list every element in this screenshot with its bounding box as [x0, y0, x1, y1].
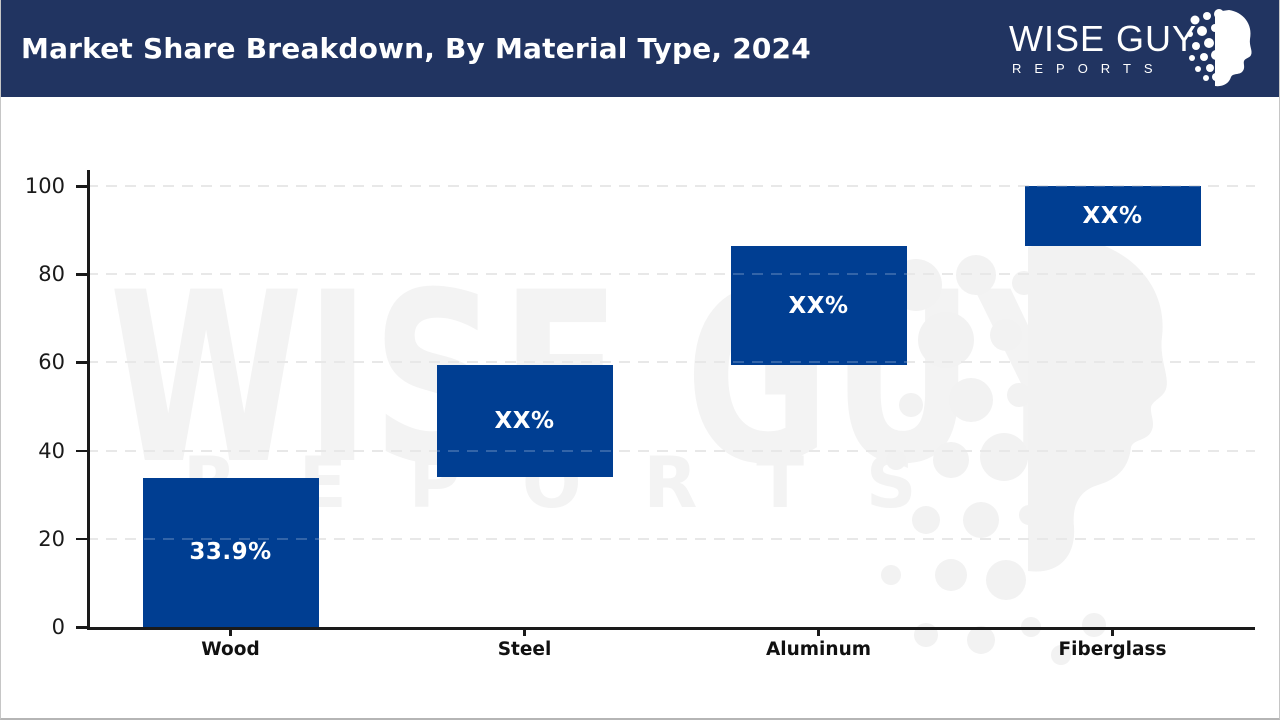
y-axis [87, 170, 90, 630]
gridline-100 [87, 185, 1255, 187]
gridline-over-20 [87, 537, 1255, 540]
chart-title: Market Share Breakdown, By Material Type… [21, 32, 811, 65]
x-tick-fiberglass [1111, 627, 1114, 636]
bar-fiberglass: XX% [1024, 186, 1201, 246]
wiseguy-logo: WISE GUY REPORTS [1008, 8, 1255, 89]
logo-subtext: REPORTS [1011, 61, 1166, 76]
bar-steel: XX% [436, 365, 613, 478]
y-tick-label-0: 0 [51, 615, 65, 639]
header-bar: Market Share Breakdown, By Material Type… [1, 0, 1279, 97]
gridline-over-80 [87, 273, 1255, 276]
category-label-steel: Steel [497, 639, 552, 660]
y-tick-60 [76, 361, 87, 364]
category-label-wood: Wood [201, 639, 260, 660]
gridline-over-60 [87, 361, 1255, 364]
gridline-60 [87, 361, 1255, 364]
y-tick-40 [76, 449, 87, 453]
bar-value-label: XX% [494, 408, 555, 435]
y-tick-label-40: 40 [38, 438, 65, 463]
chart-area: WISE GUY REPORTS 33.9% XX% XX% XX% 0 20 40 60 80… [1, 97, 1279, 718]
bar-wood: 33.9% [142, 477, 319, 627]
gridline-40 [87, 449, 1255, 452]
y-tick-label-60: 60 [38, 350, 65, 375]
x-tick-aluminum [817, 627, 820, 636]
category-label-fiberglass: Fiberglass [1058, 639, 1167, 660]
bar-aluminum: XX% [730, 245, 907, 366]
gridline-80 [87, 273, 1255, 276]
y-tick-label-100: 100 [24, 174, 65, 198]
gridline-over-100 [87, 185, 1255, 187]
y-tick-0 [76, 626, 87, 629]
bar-value-label: XX% [788, 292, 849, 319]
bar-value-label: 33.9% [189, 539, 272, 566]
wiseguy-face-icon [1187, 8, 1252, 86]
x-tick-steel [523, 627, 526, 636]
category-label-aluminum: Aluminum [765, 639, 872, 660]
x-tick-wood [229, 627, 232, 636]
y-tick-label-20: 20 [38, 526, 65, 551]
bar-value-label: XX% [1082, 202, 1143, 229]
y-tick-20 [76, 537, 87, 541]
y-tick-80 [76, 273, 87, 276]
logo-wordmark: WISE GUY [1008, 18, 1197, 59]
logo-text: WISE GUY REPORTS [1008, 18, 1197, 77]
y-tick-label-80: 80 [38, 262, 65, 287]
gridline-20 [87, 537, 1255, 540]
x-axis [87, 627, 1255, 630]
gridline-over-40 [87, 449, 1255, 452]
y-tick-100 [76, 185, 87, 188]
